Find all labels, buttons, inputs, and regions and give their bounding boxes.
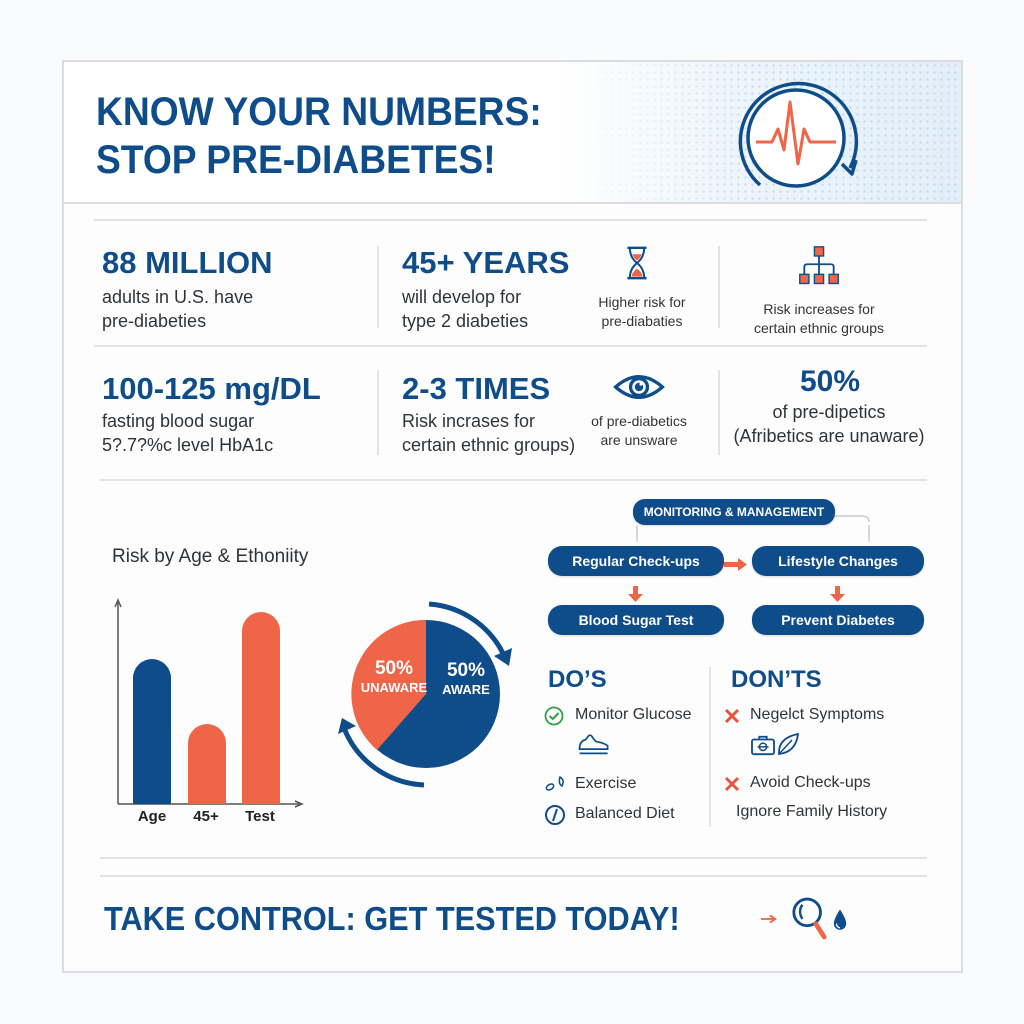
stat-2-3-times-desc-1: Risk incrases for — [402, 411, 536, 431]
column-divider — [718, 246, 720, 328]
x-label-45-plus: 45+ — [193, 808, 219, 825]
sneaker-icon — [578, 734, 609, 755]
column-divider — [377, 246, 379, 328]
pie-label-aware: 50% AWARE — [426, 660, 506, 697]
stat-88-million: 88 MILLION — [102, 245, 273, 280]
dont-item-neglect-symptoms: Negelct Symptoms — [750, 706, 885, 723]
bar-45-plus — [188, 724, 226, 804]
chart-title: Risk by Age & Ethoniity — [112, 546, 309, 567]
dont-item-ignore-family-history: Ignore Family History — [736, 803, 888, 820]
magnifier-icon — [792, 897, 827, 940]
stat-88-million-desc-1: adults in U.S. have — [102, 287, 254, 307]
x-label-age: Age — [137, 808, 167, 825]
bar-test — [242, 612, 280, 804]
medical-kit-icon — [751, 735, 775, 756]
stat-50-percent-desc-2: (Afribetics are unaware) — [733, 426, 925, 446]
diet-icon — [545, 805, 565, 825]
do-item-monitor-glucose: Monitor Glucose — [575, 706, 692, 723]
x-label-test: Test — [245, 808, 275, 825]
hierarchy-icon — [799, 246, 839, 285]
x-mark-icon — [724, 776, 740, 792]
awareness-pie-chart — [338, 601, 512, 788]
divider — [94, 345, 927, 347]
eye-caption: of pre-diabetics are unsware — [584, 412, 694, 450]
aware-label: AWARE — [442, 682, 490, 697]
dos-title: DO’S — [548, 666, 607, 693]
flow-blood-sugar-test: Blood Sugar Test — [548, 605, 724, 635]
divider — [100, 479, 927, 481]
do-item-balanced-diet: Balanced Diet — [575, 805, 675, 822]
exercise-leaves-icon — [545, 775, 564, 791]
caption-line: of pre-diabetics — [591, 413, 687, 429]
caption-line: Higher risk for — [598, 294, 686, 310]
stat-45-years: 45+ YEARS — [402, 245, 570, 280]
hourglass-icon — [627, 246, 647, 280]
bar-age — [133, 659, 171, 804]
leaf-icon — [778, 732, 800, 756]
x-mark-icon — [724, 708, 740, 724]
stat-fasting-desc-2: 5?.7?%c level HbA1c — [102, 435, 274, 455]
call-to-action: TAKE CONTROL: GET TESTED TODAY! — [104, 900, 680, 937]
divider — [100, 857, 927, 859]
check-circle-icon — [544, 706, 564, 726]
caption-line: certain ethnic groups — [754, 320, 884, 336]
stat-50-percent-desc-1: of pre-dipetics — [772, 402, 886, 422]
column-divider — [709, 667, 711, 827]
aware-percent: 50% — [446, 660, 486, 681]
infographic-frame: KNOW YOUR NUMBERS: STOP PRE-DIABETES! 88… — [62, 60, 963, 973]
stat-2-3-times-desc-2: certain ethnic groups) — [402, 435, 576, 455]
header-banner: KNOW YOUR NUMBERS: STOP PRE-DIABETES! — [64, 62, 961, 204]
page-title: KNOW YOUR NUMBERS: STOP PRE-DIABETES! — [96, 88, 542, 184]
chart-axes — [114, 598, 304, 808]
stat-fasting-desc-1: fasting blood sugar — [102, 411, 255, 431]
column-divider — [377, 370, 379, 455]
eye-icon — [613, 375, 665, 399]
unaware-percent: 50% — [374, 658, 414, 679]
dont-item-avoid-check-ups: Avoid Check-ups — [750, 774, 871, 791]
pie-label-unaware: 50% UNAWARE — [354, 658, 434, 695]
hierarchy-caption: Risk increases for certain ethnic groups — [744, 300, 894, 338]
flow-regular-check-ups: Regular Check-ups — [548, 546, 724, 576]
flow-monitoring-management: MONITORING & MANAGEMENT — [633, 499, 835, 525]
stat-45-years-desc-1: will develop for — [402, 287, 522, 307]
stat-45-years-desc-2: type 2 diabeties — [402, 311, 529, 331]
column-divider — [718, 370, 720, 455]
do-item-exercise: Exercise — [575, 775, 637, 792]
divider — [100, 875, 927, 877]
caption-line: are unsware — [600, 432, 678, 448]
flow-lifestyle-changes: Lifestyle Changes — [752, 546, 924, 576]
heartbeat-refresh-icon — [738, 81, 859, 188]
title-line-1: KNOW YOUR NUMBERS: — [96, 90, 542, 134]
blood-drop-icon — [833, 909, 847, 930]
title-line-2: STOP PRE-DIABETES! — [96, 138, 496, 182]
divider — [94, 219, 927, 221]
caption-line: Risk increases for — [763, 301, 875, 317]
arrow-right-icon — [760, 914, 777, 924]
stat-fasting-range: 100-125 mg/DL — [102, 371, 321, 406]
unaware-label: UNAWARE — [360, 680, 428, 695]
stat-50-percent: 50% — [800, 365, 861, 398]
flow-prevent-diabetes: Prevent Diabetes — [752, 605, 924, 635]
caption-line: pre-diabaties — [601, 313, 683, 329]
donts-title: DON’TS — [731, 666, 822, 693]
stat-2-3-times: 2-3 TIMES — [402, 371, 551, 406]
stat-88-million-desc-2: pre-diabeties — [102, 311, 207, 331]
hourglass-caption: Higher risk for pre-diabaties — [590, 293, 694, 331]
